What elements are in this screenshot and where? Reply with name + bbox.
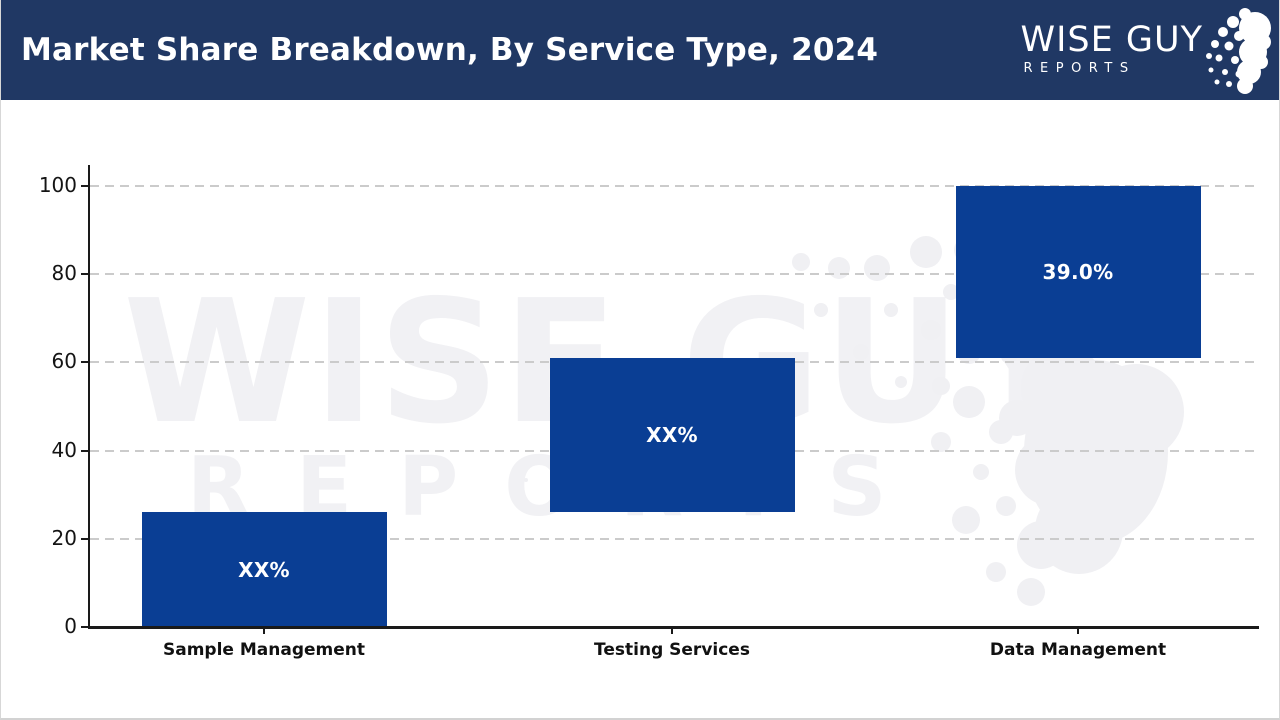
bar-value-label: 39.0%: [1042, 259, 1114, 284]
x-category-label: Sample Management: [162, 640, 365, 660]
plot-area: 0 20 40 60 80 100 XX% Sample Management XX% Testi…: [1, 100, 1279, 718]
y-tick-mark: [81, 273, 89, 276]
y-tick-label: 40: [51, 437, 77, 462]
y-tick-mark: [81, 626, 89, 628]
y-tick-mark: [81, 185, 89, 187]
x-tick-mark: [1077, 627, 1079, 634]
x-axis-line: [88, 626, 1259, 629]
y-tick-mark: [81, 449, 89, 452]
x-tick-mark: [671, 627, 673, 634]
gridline: [90, 185, 1258, 187]
y-axis-line: [88, 165, 90, 629]
y-tick-mark: [81, 361, 89, 364]
bar-sample-management: XX%: [141, 512, 387, 627]
y-tick-label: 80: [51, 261, 77, 286]
wise-guy-logo: WISE GUY REPORTS: [1020, 0, 1275, 100]
logo-wordmark: WISE GUY REPORTS: [1020, 22, 1203, 76]
logo-name: WISE GUY: [1020, 20, 1203, 60]
chart-title: Market Share Breakdown, By Service Type,…: [21, 32, 879, 68]
x-tick-mark: [263, 627, 265, 634]
y-tick-label: 0: [64, 614, 77, 638]
x-category-label: Testing Services: [594, 640, 750, 660]
header-band: Market Share Breakdown, By Service Type,…: [1, 0, 1279, 100]
y-tick-mark: [81, 537, 89, 540]
bar-value-label: XX%: [646, 423, 698, 448]
bar-data-management: 39.0%: [955, 186, 1201, 358]
gridline: [90, 537, 1258, 540]
gridline: [90, 273, 1258, 276]
logo-face-icon: [1206, 8, 1271, 94]
y-tick-label: 60: [51, 349, 77, 374]
bar-value-label: XX%: [238, 557, 290, 582]
logo-subname: REPORTS: [1023, 61, 1136, 76]
y-tick-label: 20: [51, 525, 77, 550]
bar-testing-services: XX%: [549, 357, 795, 513]
y-tick-label: 100: [38, 173, 77, 197]
x-category-label: Data Management: [989, 640, 1167, 660]
